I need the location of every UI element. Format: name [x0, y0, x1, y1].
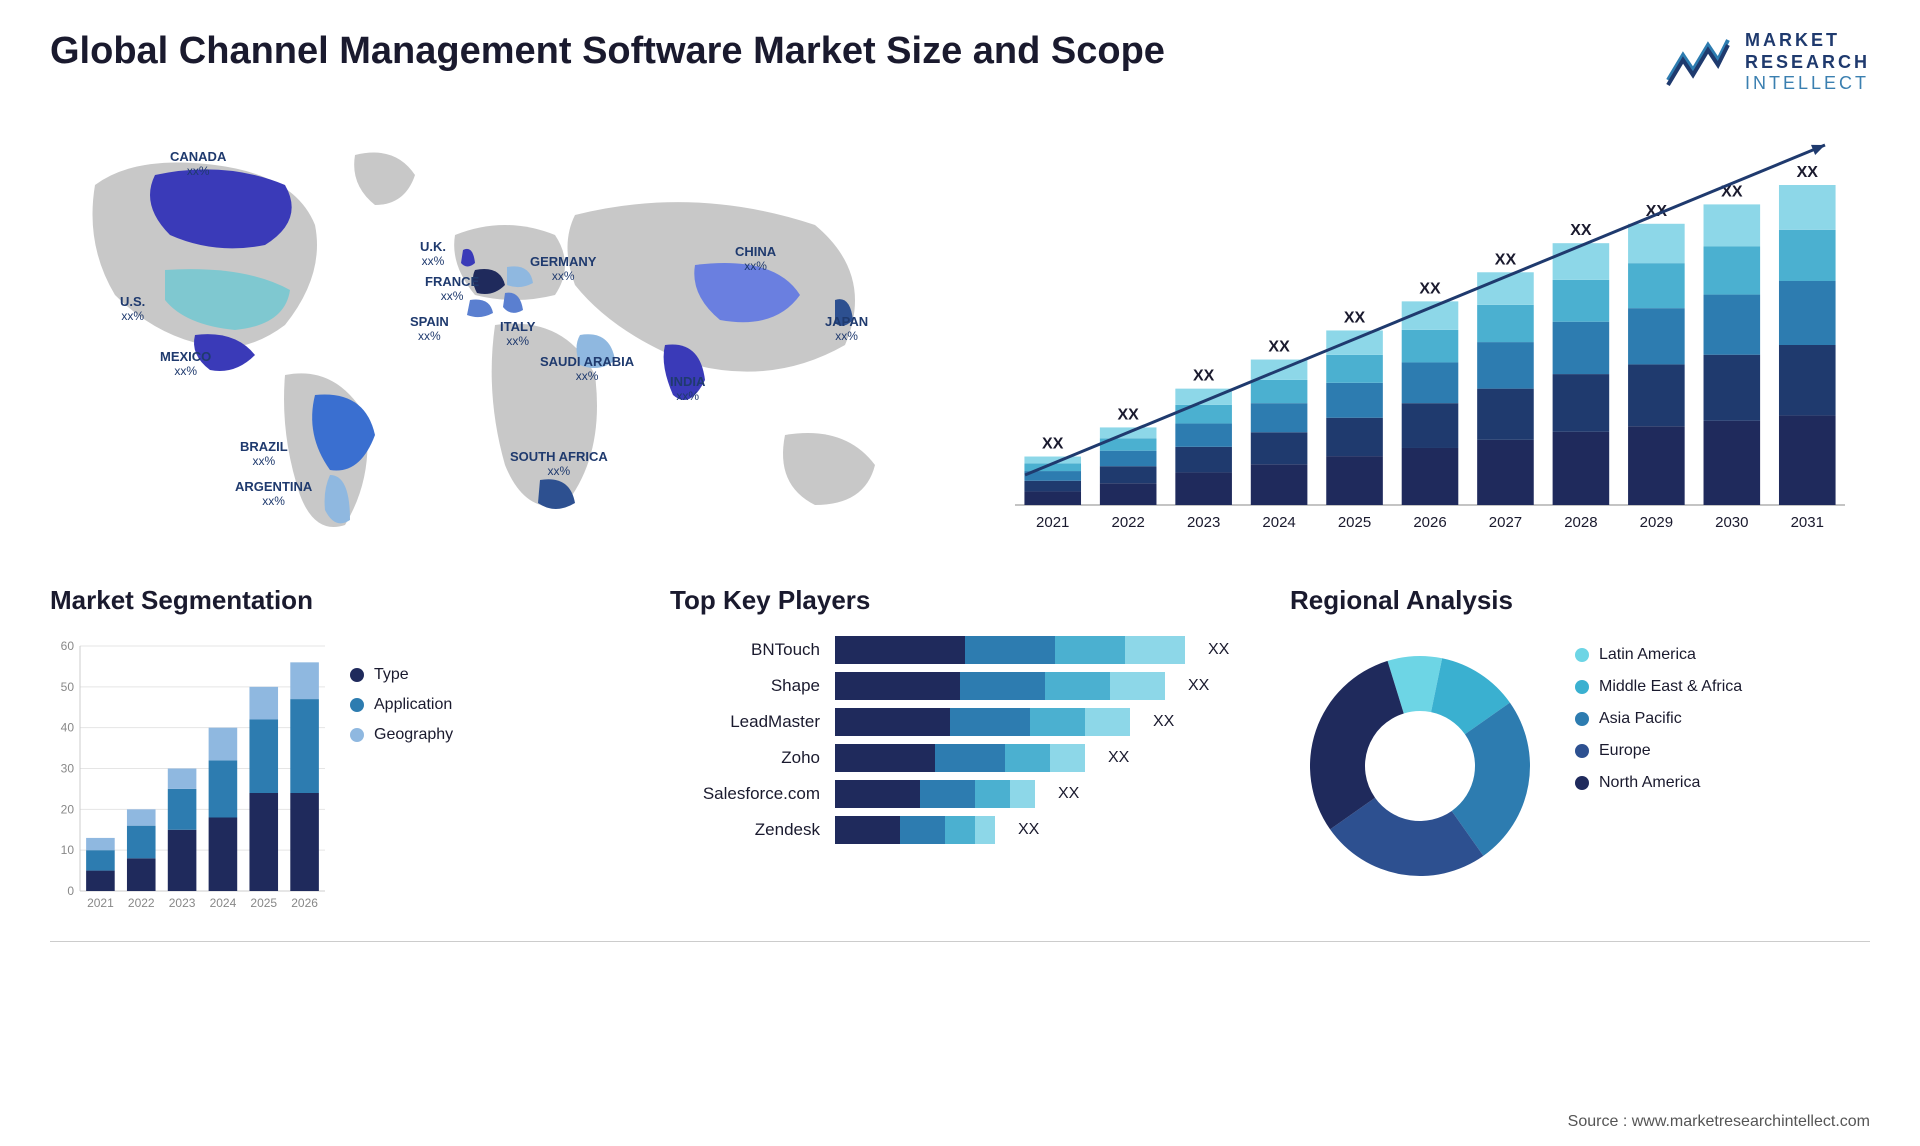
- svg-text:2025: 2025: [250, 896, 277, 910]
- svg-text:2023: 2023: [169, 896, 196, 910]
- svg-text:XX: XX: [1344, 309, 1366, 326]
- svg-text:2025: 2025: [1338, 514, 1371, 531]
- svg-text:2021: 2021: [87, 896, 114, 910]
- segmentation-legend: Type Application Geography: [350, 636, 453, 916]
- svg-text:XX: XX: [1570, 222, 1592, 239]
- page-title: Global Channel Management Software Marke…: [50, 30, 1165, 73]
- kp-row-bntouch: BNTouchXX: [670, 636, 1250, 664]
- svg-text:2021: 2021: [1036, 514, 1069, 531]
- svg-text:2027: 2027: [1489, 514, 1522, 531]
- kp-row-zendesk: ZendeskXX: [670, 816, 1250, 844]
- map-label-uk: U.K.xx%: [420, 240, 446, 269]
- map-label-india: INDIAxx%: [670, 375, 705, 404]
- region-legend-asia-pacific: Asia Pacific: [1575, 710, 1742, 728]
- svg-text:2024: 2024: [210, 896, 237, 910]
- brand-logo: MARKET RESEARCH INTELLECT: [1663, 30, 1870, 95]
- map-label-china: CHINAxx%: [735, 245, 776, 274]
- segmentation-chart: 0 10 20 30 40 50 60 2021 2022 2023 2024 2025 2026: [50, 636, 330, 916]
- map-label-southafrica: SOUTH AFRICAxx%: [510, 450, 608, 479]
- map-label-germany: GERMANYxx%: [530, 255, 596, 284]
- logo-icon: [1663, 35, 1733, 90]
- svg-text:XX: XX: [1042, 435, 1064, 452]
- logo-line1: MARKET: [1745, 30, 1870, 52]
- svg-text:XX: XX: [1495, 251, 1517, 268]
- svg-text:2026: 2026: [1413, 514, 1446, 531]
- svg-text:2024: 2024: [1262, 514, 1295, 531]
- svg-text:50: 50: [61, 680, 75, 694]
- region-legend-north-america: North America: [1575, 774, 1742, 792]
- svg-text:60: 60: [61, 639, 75, 653]
- svg-text:2023: 2023: [1187, 514, 1220, 531]
- svg-text:2031: 2031: [1791, 514, 1824, 531]
- svg-text:2028: 2028: [1564, 514, 1597, 531]
- svg-text:2026: 2026: [291, 896, 318, 910]
- seg-legend-geography: Geography: [350, 726, 453, 744]
- world-map: CANADAxx% U.S.xx% MEXICOxx% BRAZILxx% ARGENT…: [50, 125, 940, 545]
- svg-text:2022: 2022: [128, 896, 155, 910]
- map-label-spain: SPAINxx%: [410, 315, 449, 344]
- region-legend-middle-east---africa: Middle East & Africa: [1575, 678, 1742, 696]
- region-legend-latin-america: Latin America: [1575, 646, 1742, 664]
- map-label-saudiarabia: SAUDI ARABIAxx%: [540, 355, 634, 384]
- logo-line3: INTELLECT: [1745, 73, 1870, 95]
- map-label-france: FRANCExx%: [425, 275, 479, 304]
- map-label-canada: CANADAxx%: [170, 150, 226, 179]
- svg-text:30: 30: [61, 761, 75, 775]
- svg-text:XX: XX: [1419, 280, 1441, 297]
- svg-text:0: 0: [67, 884, 74, 898]
- kp-row-shape: ShapeXX: [670, 672, 1250, 700]
- regional-donut: [1290, 636, 1550, 896]
- map-svg: [50, 125, 940, 545]
- seg-legend-application: Application: [350, 696, 453, 714]
- svg-text:40: 40: [61, 720, 75, 734]
- map-label-japan: JAPANxx%: [825, 315, 868, 344]
- map-label-italy: ITALYxx%: [500, 320, 535, 349]
- map-label-mexico: MEXICOxx%: [160, 350, 211, 379]
- svg-text:XX: XX: [1118, 406, 1140, 423]
- kp-row-zoho: ZohoXX: [670, 744, 1250, 772]
- seg-legend-type: Type: [350, 666, 453, 684]
- svg-text:2029: 2029: [1640, 514, 1673, 531]
- segmentation-section: Market Segmentation 0 10 20 30 40 50 60 2021 202…: [50, 585, 630, 916]
- main-forecast-chart: XX 2021 XX 2022 XX 2023 XX 2024 XX 2025 XX 2026 XX 20…: [980, 125, 1870, 545]
- svg-text:10: 10: [61, 843, 75, 857]
- segmentation-title: Market Segmentation: [50, 585, 630, 616]
- region-legend-europe: Europe: [1575, 742, 1742, 760]
- svg-text:2030: 2030: [1715, 514, 1748, 531]
- regional-title: Regional Analysis: [1290, 585, 1870, 616]
- key-players-title: Top Key Players: [670, 585, 1250, 616]
- map-label-brazil: BRAZILxx%: [240, 440, 288, 469]
- regional-section: Regional Analysis Latin America Middle Ea…: [1290, 585, 1870, 916]
- key-players-chart: BNTouchXX ShapeXX LeadMasterXX ZohoXX Salesf…: [670, 636, 1250, 844]
- map-label-argentina: ARGENTINAxx%: [235, 480, 312, 509]
- svg-text:20: 20: [61, 802, 75, 816]
- source-attribution: Source : www.marketresearchintellect.com: [1568, 1113, 1870, 1131]
- key-players-section: Top Key Players BNTouchXX ShapeXX LeadMast…: [670, 585, 1250, 916]
- svg-text:XX: XX: [1797, 164, 1819, 181]
- kp-row-leadmaster: LeadMasterXX: [670, 708, 1250, 736]
- svg-text:XX: XX: [1268, 338, 1290, 355]
- svg-text:XX: XX: [1193, 367, 1215, 384]
- svg-text:2022: 2022: [1111, 514, 1144, 531]
- map-label-us: U.S.xx%: [120, 295, 145, 324]
- kp-row-salesforcecom: Salesforce.comXX: [670, 780, 1250, 808]
- regional-legend: Latin America Middle East & Africa Asia Pa…: [1575, 636, 1742, 896]
- logo-line2: RESEARCH: [1745, 52, 1870, 74]
